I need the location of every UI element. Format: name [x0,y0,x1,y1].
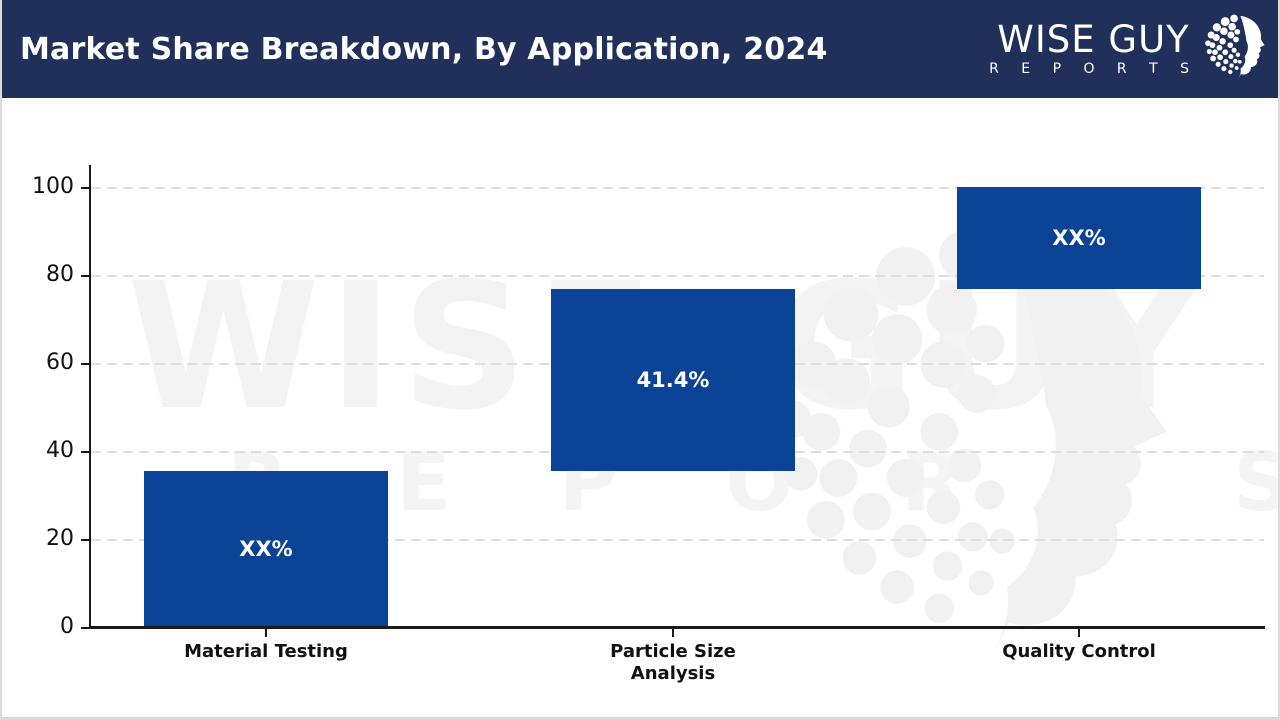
logo-wordmark: WISE GUY [997,17,1190,61]
logo-text: WISE GUY R E P O R T S [989,17,1198,78]
y-tick-label: 80 [46,262,74,287]
y-tick-mark [81,627,89,629]
logo-head-icon [1204,14,1268,84]
gridline-20 [91,539,1264,541]
y-tick-mark [81,275,89,277]
x-category-label: Particle Size Analysis [610,641,736,684]
y-tick-mark [81,363,89,365]
page-title: Market Share Breakdown, By Application, … [20,31,828,67]
bar-value-label: XX% [239,536,293,561]
y-tick-label: 20 [46,526,74,551]
gridline-100 [91,187,1264,189]
y-axis-line [89,165,91,627]
logo-subtext: R E P O R T S [989,61,1198,78]
x-category-label: Material Testing [184,641,348,662]
y-tick-mark [81,187,89,189]
gridline-80 [91,275,1264,277]
x-tick-mark [1078,629,1080,637]
x-category-label: Quality Control [1002,641,1156,662]
bar-value-label: 41.4% [636,368,710,392]
chart-plot-area: WISE GUY R E P O R T S 100 80 60 40 20 0… [2,98,1278,717]
bar-particle-size-analysis: 41.4% [551,289,795,471]
x-axis-line [89,626,1265,629]
y-tick-mark [81,539,89,541]
wise-guy-reports-logo: WISE GUY R E P O R T S [989,14,1268,84]
x-tick-mark [265,629,267,637]
y-tick-label: 60 [46,350,74,375]
bar-quality-control: XX% [957,187,1201,289]
bar-material-testing: XX% [144,471,388,626]
bar-value-label: XX% [1052,226,1106,250]
y-tick-label: 40 [46,438,74,463]
watermark-head-icon [767,226,1187,688]
header-banner: Market Share Breakdown, By Application, … [2,0,1278,98]
x-tick-mark [672,629,674,637]
y-tick-mark [81,451,89,453]
y-tick-label: 100 [32,174,74,199]
y-tick-label: 0 [60,614,74,639]
